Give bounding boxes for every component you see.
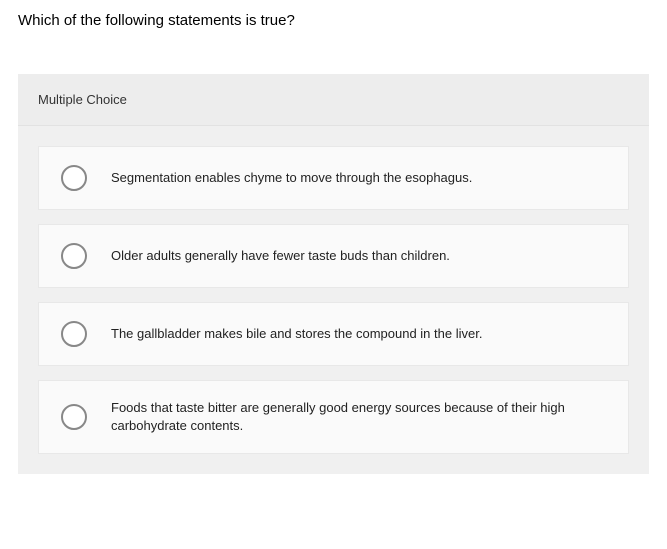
quiz-container: Multiple Choice Segmentation enables chy… (18, 74, 649, 474)
option-row[interactable]: The gallbladder makes bile and stores th… (38, 302, 629, 366)
radio-icon[interactable] (61, 165, 87, 191)
option-row[interactable]: Older adults generally have fewer taste … (38, 224, 629, 288)
option-label: Foods that taste bitter are generally go… (111, 399, 612, 435)
radio-icon[interactable] (61, 321, 87, 347)
radio-icon[interactable] (61, 404, 87, 430)
option-label: Segmentation enables chyme to move throu… (111, 169, 482, 187)
option-label: The gallbladder makes bile and stores th… (111, 325, 492, 343)
option-row[interactable]: Foods that taste bitter are generally go… (38, 380, 629, 454)
radio-icon[interactable] (61, 243, 87, 269)
section-header: Multiple Choice (18, 74, 649, 126)
option-row[interactable]: Segmentation enables chyme to move throu… (38, 146, 629, 210)
options-area: Segmentation enables chyme to move throu… (18, 126, 649, 474)
question-prompt: Which of the following statements is tru… (0, 0, 667, 29)
option-label: Older adults generally have fewer taste … (111, 247, 460, 265)
